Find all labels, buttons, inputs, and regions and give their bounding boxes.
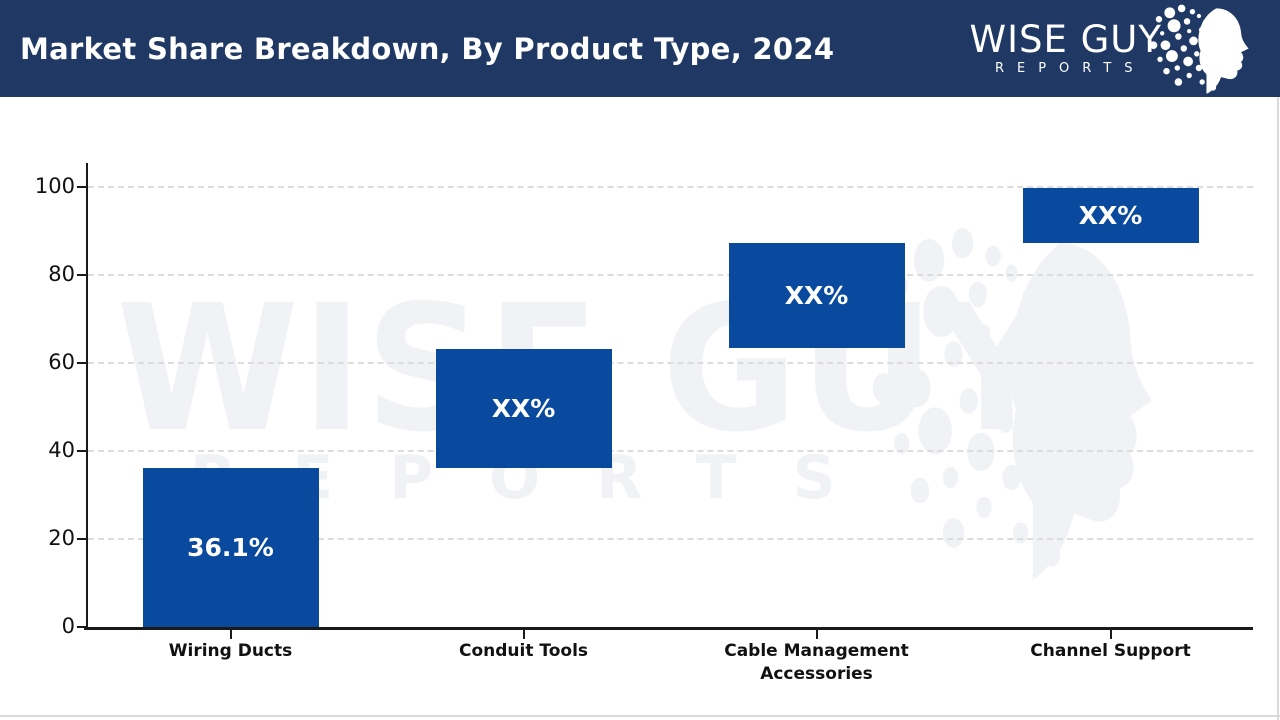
bar-value-label: XX%: [784, 280, 849, 310]
bar-value-label: XX%: [491, 394, 556, 424]
page-title: Market Share Breakdown, By Product Type,…: [20, 31, 835, 66]
y-tick-mark: [77, 362, 86, 364]
y-tick-label: 100: [34, 174, 75, 198]
y-tick-mark: [77, 538, 86, 540]
y-tick-mark: [77, 186, 86, 188]
logo-text: WISE GUY REPORTS: [970, 21, 1162, 76]
y-tick-mark: [77, 626, 86, 628]
x-axis-category-label: Channel Support: [1030, 641, 1191, 661]
gridline: [88, 186, 1253, 188]
y-tick-label: 60: [48, 350, 75, 374]
x-tick-mark: [1109, 630, 1112, 639]
bar-value-label: XX%: [1078, 200, 1143, 230]
y-tick-mark: [77, 450, 86, 452]
bar: 36.1%: [142, 468, 319, 627]
gridline: [88, 538, 1253, 540]
bar: XX%: [435, 348, 612, 469]
gridline: [88, 274, 1253, 276]
bar-value-label: 36.1%: [187, 533, 274, 563]
logo-subtitle: REPORTS: [994, 61, 1146, 76]
watermark-head-icon: [862, 222, 1167, 584]
bar: XX%: [728, 242, 905, 349]
wiseguy-logo: WISE GUY REPORTS: [970, 3, 1254, 95]
bar: XX%: [1022, 187, 1199, 243]
y-tick-label: 40: [48, 438, 75, 462]
gridline: [88, 362, 1253, 364]
y-tick-label: 0: [61, 614, 75, 638]
logo-head-icon: [1146, 3, 1254, 95]
y-tick-mark: [77, 274, 86, 276]
y-tick-label: 20: [48, 526, 75, 550]
x-axis-category-label: Conduit Tools: [458, 641, 589, 661]
x-axis-line: [84, 627, 1253, 630]
x-tick-mark: [229, 630, 232, 639]
canvas-right-border: [1277, 97, 1279, 720]
logo-name: WISE GUY: [969, 18, 1162, 61]
canvas-bottom-border: [0, 715, 1280, 717]
x-axis-category-label: Cable Management Accessories: [724, 641, 909, 684]
x-tick-mark: [522, 630, 525, 639]
header-bar: Market Share Breakdown, By Product Type,…: [0, 0, 1280, 97]
y-axis-line: [86, 163, 88, 630]
y-tick-label: 80: [48, 262, 75, 286]
x-axis-category-label: Wiring Ducts: [168, 641, 293, 661]
x-tick-mark: [815, 630, 818, 639]
gridline: [88, 450, 1253, 452]
